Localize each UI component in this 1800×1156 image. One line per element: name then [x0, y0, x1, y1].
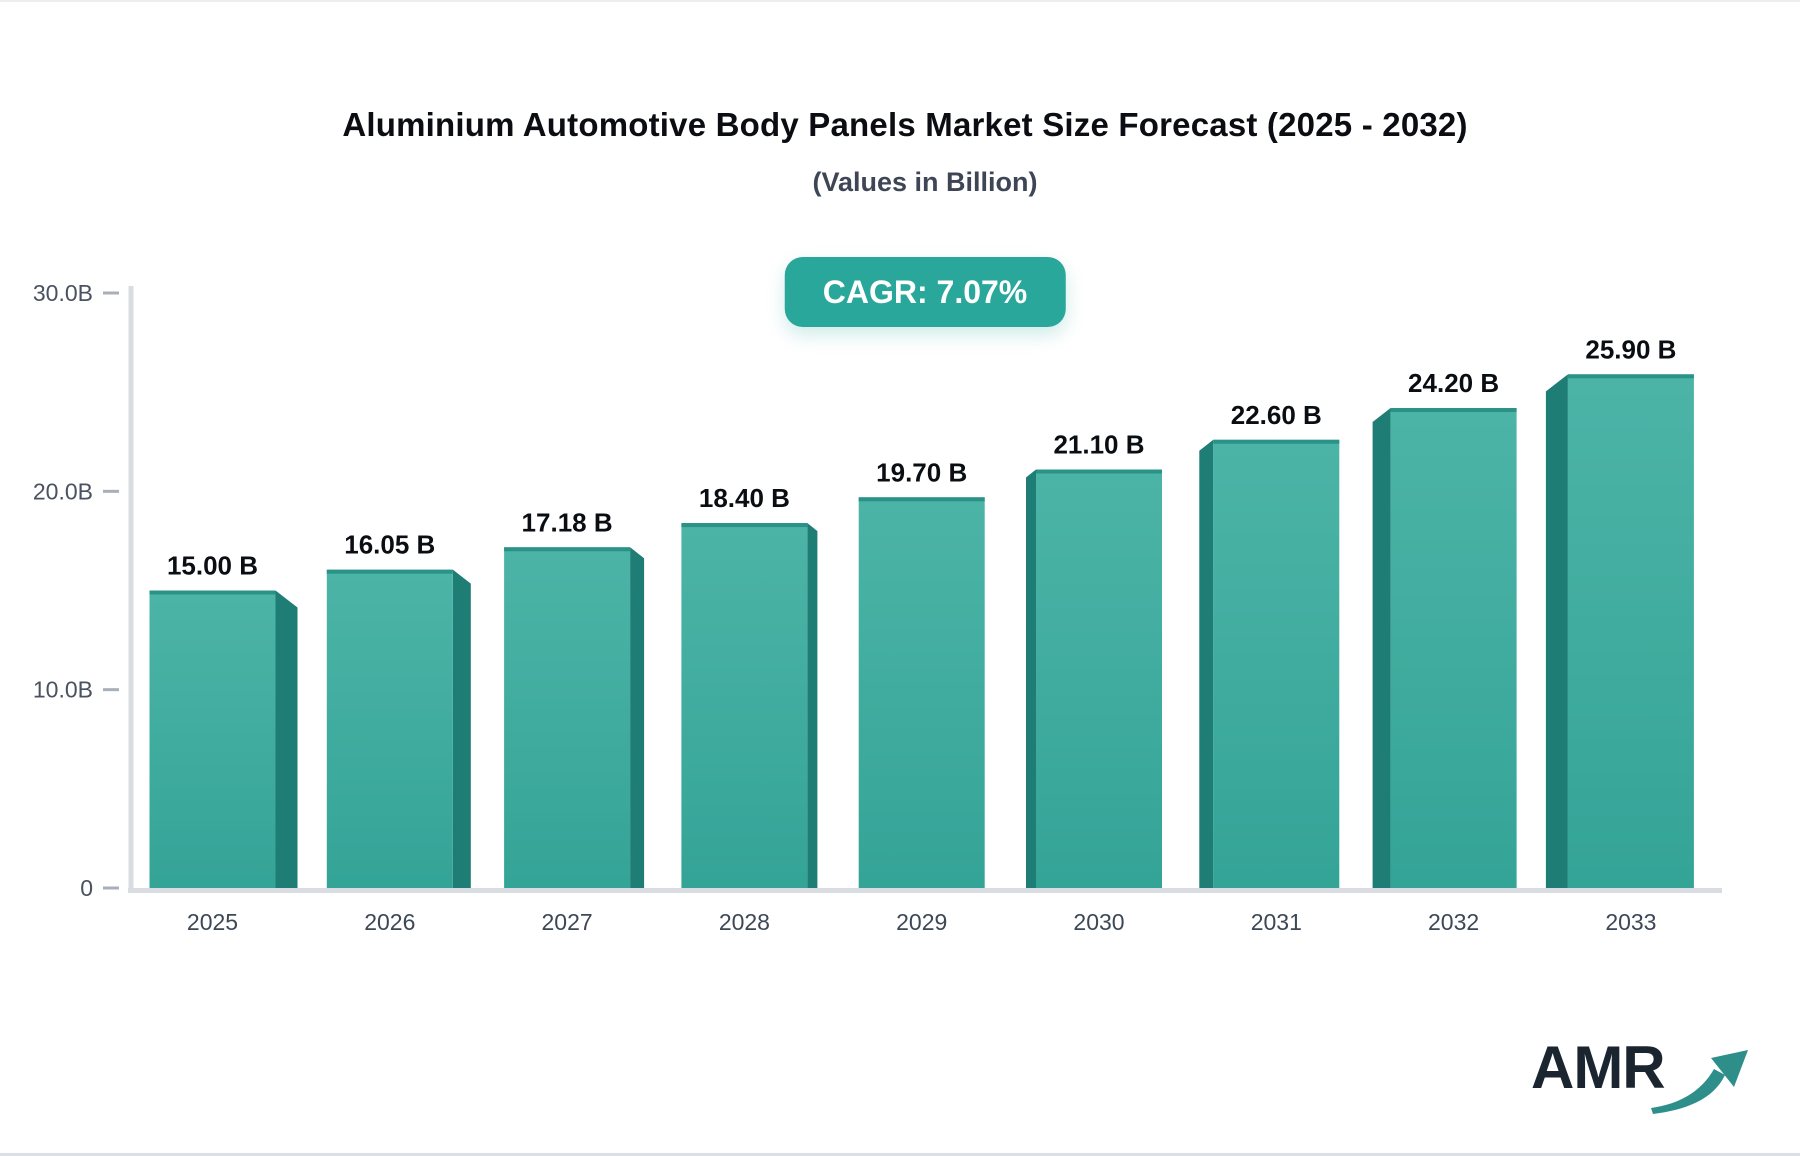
bar-top-edge [326, 569, 453, 574]
bar-value-label: 15.00 B [167, 551, 258, 581]
bar-side-3d [807, 523, 818, 888]
bar-2027 [504, 547, 631, 888]
bar-side-3d [1026, 469, 1036, 888]
chart-title: Aluminium Automotive Body Panels Market … [342, 106, 1468, 143]
bar-group-2030: 21.10 B 2030 [1026, 430, 1162, 935]
bar-value-label: 18.40 B [699, 483, 790, 513]
x-axis-label: 2032 [1428, 909, 1479, 935]
bar-side-3d [275, 590, 298, 888]
bar-group-2026: 16.05 B 2026 [326, 530, 471, 935]
bar-value-label: 16.05 B [344, 530, 435, 560]
bar-2032 [1390, 408, 1517, 888]
bar-2029 [858, 497, 985, 888]
chart-subtitle: (Values in Billion) [812, 167, 1038, 197]
y-tick-label: 20.0B [33, 478, 93, 504]
bar-group-2031: 22.60 B 2031 [1199, 400, 1340, 935]
x-axis-label: 2031 [1251, 909, 1302, 935]
bar-top-edge [1390, 408, 1517, 413]
bar-side-3d [1545, 374, 1568, 889]
x-axis-label: 2033 [1605, 909, 1656, 935]
x-axis-label: 2025 [187, 909, 238, 935]
bar-value-label: 17.18 B [522, 507, 613, 537]
amr-logo-text: AMR [1531, 1034, 1666, 1101]
bar-2028 [681, 523, 808, 888]
bar-group-2025: 15.00 B 2025 [149, 551, 298, 935]
bar-top-edge [1036, 469, 1162, 474]
x-axis-label: 2028 [719, 909, 770, 935]
bar-top-edge [681, 523, 808, 528]
x-axis-label: 2030 [1073, 909, 1124, 935]
bar-side-3d [1372, 408, 1391, 888]
bar-value-label: 19.70 B [876, 457, 967, 487]
bar-group-2032: 24.20 B 2032 [1372, 368, 1517, 935]
bar-2031 [1213, 439, 1340, 888]
bar-2026 [326, 569, 453, 888]
bar-side-3d [452, 569, 471, 888]
x-axis-label: 2027 [542, 909, 593, 935]
bar-value-label: 25.90 B [1585, 334, 1676, 364]
bar-top-edge [504, 547, 631, 552]
bar-group-2028: 18.40 B 2028 [681, 483, 818, 935]
bar-group-2033: 25.90 B 2033 [1545, 334, 1694, 935]
bar-top-edge [1213, 439, 1340, 444]
bar-side-3d [630, 547, 645, 888]
x-axis-label: 2026 [364, 909, 415, 935]
bar-2025 [149, 590, 276, 888]
y-tick-label: 0 [80, 875, 93, 901]
bar-top-edge [149, 590, 276, 595]
bar-value-label: 21.10 B [1053, 430, 1144, 460]
bar-2030 [1036, 469, 1162, 888]
bar-value-label: 22.60 B [1231, 400, 1322, 430]
growth-arrow-icon [1650, 1050, 1748, 1114]
bar-side-3d [1199, 439, 1214, 888]
bar-2033 [1567, 374, 1694, 889]
amr-logo: AMR [1531, 1038, 1751, 1116]
x-axis-label: 2029 [896, 909, 947, 935]
y-tick-label: 10.0B [33, 677, 93, 703]
bar-group-2027: 17.18 B 2027 [504, 507, 645, 935]
bar-top-edge [1567, 374, 1694, 379]
y-tick-label: 30.0B [33, 280, 93, 306]
bar-value-label: 24.20 B [1408, 368, 1499, 398]
cagr-badge: CAGR: 7.07% [784, 257, 1066, 327]
bar-top-edge [858, 497, 985, 502]
bar-group-2029: 19.70 B 2029 [858, 457, 985, 935]
